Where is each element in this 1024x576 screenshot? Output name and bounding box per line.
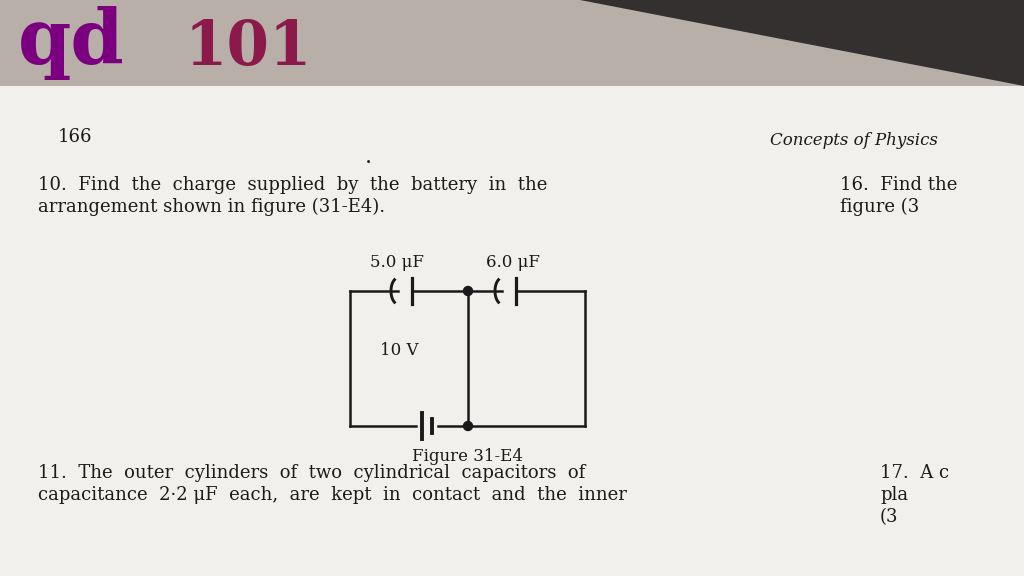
Text: arrangement shown in figure (31-E4).: arrangement shown in figure (31-E4).	[38, 198, 385, 216]
Circle shape	[464, 286, 472, 295]
Text: 101: 101	[185, 18, 312, 78]
Text: 166: 166	[58, 128, 92, 146]
Text: 5.0 μF: 5.0 μF	[370, 254, 424, 271]
Text: capacitance  2·2 μF  each,  are  kept  in  contact  and  the  inner: capacitance 2·2 μF each, are kept in con…	[38, 486, 627, 504]
Text: figure (3: figure (3	[840, 198, 920, 216]
Text: qd: qd	[18, 6, 125, 80]
Text: 6.0 μF: 6.0 μF	[486, 254, 540, 271]
Text: Figure 31-E4: Figure 31-E4	[412, 448, 523, 465]
Text: 11.  The  outer  cylinders  of  two  cylindrical  capacitors  of: 11. The outer cylinders of two cylindric…	[38, 464, 586, 482]
Polygon shape	[580, 0, 1024, 86]
Text: 10.  Find  the  charge  supplied  by  the  battery  in  the: 10. Find the charge supplied by the batt…	[38, 176, 548, 194]
Text: pla: pla	[880, 486, 908, 504]
Text: 16.  Find the: 16. Find the	[840, 176, 957, 194]
Bar	[0, 0, 1024, 86]
Text: .: .	[365, 146, 372, 168]
Text: 17.  A c: 17. A c	[880, 464, 949, 482]
Circle shape	[464, 422, 472, 430]
Text: Concepts of Physics: Concepts of Physics	[770, 132, 938, 149]
Text: (3: (3	[880, 508, 898, 526]
Text: 10 V: 10 V	[380, 342, 419, 359]
